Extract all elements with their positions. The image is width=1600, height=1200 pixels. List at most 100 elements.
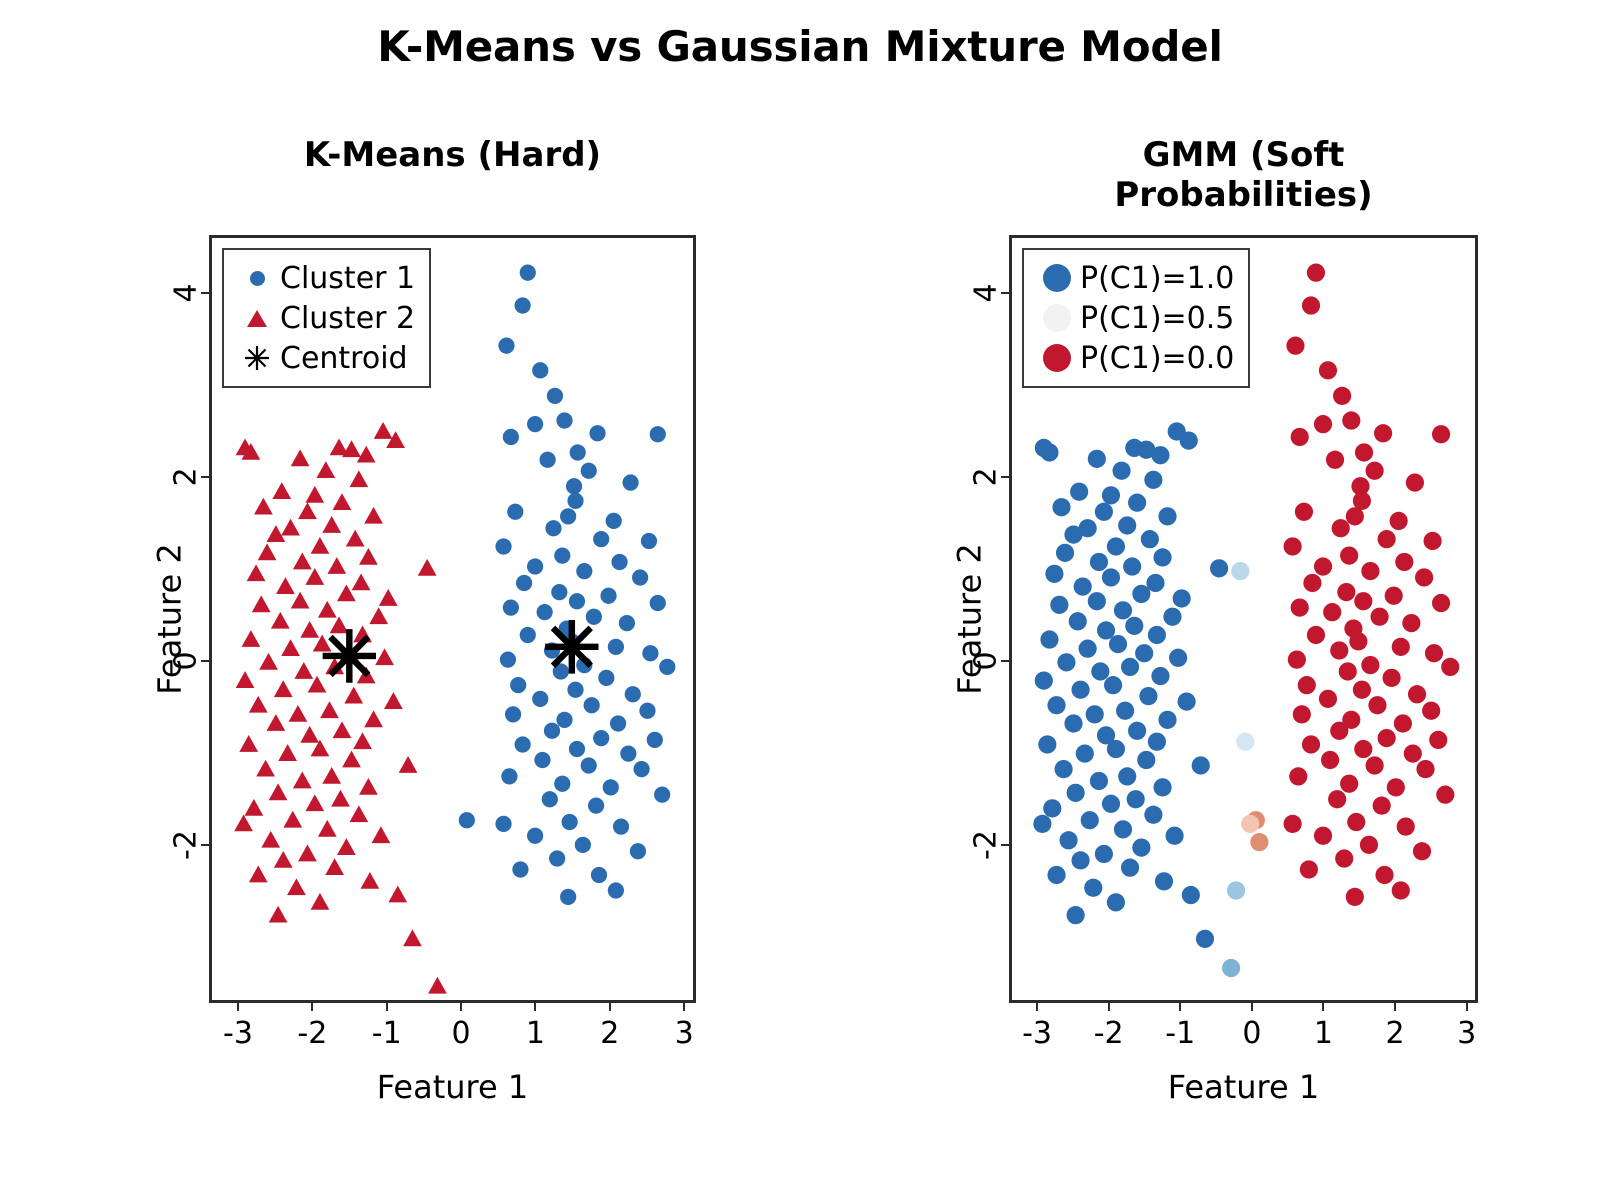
data-point-triangle (364, 506, 383, 524)
data-point-triangle (322, 766, 342, 784)
data-point-triangle (278, 744, 298, 761)
data-point-circle (1113, 601, 1133, 620)
data-point-circle (507, 503, 524, 520)
asterisk-icon (234, 343, 280, 373)
data-point-circle (1436, 785, 1455, 804)
legend-item-cluster-2[interactable]: Cluster 2 (234, 298, 415, 338)
data-point-circle (1172, 589, 1191, 608)
data-point-circle (1059, 831, 1078, 850)
data-point-circle (1382, 668, 1401, 687)
data-point-circle (1132, 584, 1151, 604)
data-point-circle (1139, 686, 1158, 706)
data-point-circle (1416, 759, 1435, 779)
data-point-triangle (256, 759, 275, 777)
legend-item-p1[interactable]: P(C1)=1.0 (1034, 258, 1234, 298)
data-point-triangle (398, 756, 418, 773)
data-point-circle (1106, 537, 1125, 556)
data-point-triangle (332, 493, 352, 510)
data-point-circle (1038, 735, 1057, 754)
kmeans-legend[interactable]: Cluster 1 Cluster 2 C (222, 248, 432, 388)
data-point-triangle (359, 547, 378, 565)
data-point-circle (1080, 811, 1099, 830)
data-point-circle (1147, 732, 1166, 751)
data-point-circle (1393, 714, 1412, 733)
data-point-circle (1361, 655, 1380, 675)
legend-item-cluster-1[interactable]: Cluster 1 (234, 258, 415, 298)
data-point-circle (546, 387, 564, 405)
data-point-triangle (403, 929, 422, 947)
data-point-circle (1137, 440, 1156, 459)
data-point-circle (568, 740, 586, 758)
data-point-circle (1294, 502, 1314, 521)
y-tick-mark (1001, 292, 1012, 295)
data-point-circle (1330, 721, 1349, 740)
legend-label-p1: P(C1)=1.0 (1080, 260, 1235, 296)
data-point-circle (1290, 427, 1309, 447)
data-point-circle (514, 736, 531, 753)
data-point-triangle (305, 485, 325, 503)
data-point-circle (1422, 701, 1441, 720)
data-point-triangle (360, 871, 380, 889)
data-point-circle (1359, 835, 1379, 854)
gmm-legend[interactable]: P(C1)=1.0 P(C1)=0.5 P(C1)=0.0 (1022, 248, 1251, 388)
data-point-circle (1374, 424, 1393, 443)
data-point-circle (1112, 461, 1131, 480)
legend-item-p0[interactable]: P(C1)=0.0 (1034, 338, 1234, 378)
data-point-triangle (329, 616, 349, 634)
data-point-circle (1101, 794, 1121, 813)
data-point-triangle (273, 680, 293, 698)
data-point-circle (620, 745, 637, 762)
data-point-triangle (378, 589, 398, 606)
data-point-triangle (270, 611, 290, 629)
asterisk-glyph (245, 346, 269, 370)
data-point-circle (527, 558, 544, 575)
gmm-transitional-points (1222, 561, 1269, 978)
data-point-triangle (345, 529, 365, 547)
data-point-circle (527, 827, 544, 844)
data-point-circle (1179, 431, 1198, 450)
x-tick-label: 0 (451, 1016, 471, 1051)
data-point-circle (1085, 705, 1104, 724)
data-point-circle (543, 722, 561, 739)
data-point-circle (593, 531, 610, 548)
data-point-circle (1096, 621, 1116, 640)
legend-item-centroid[interactable]: Centroid (234, 338, 415, 378)
data-point-circle (1140, 530, 1159, 549)
data-point-circle (1047, 696, 1066, 715)
data-point-circle (1071, 851, 1090, 870)
data-point-circle (1064, 525, 1083, 544)
data-point-circle (1151, 666, 1170, 686)
data-point-circle (519, 264, 536, 281)
data-point-circle (1391, 881, 1410, 900)
data-point-triangle (317, 819, 337, 837)
data-point-circle (1337, 582, 1356, 602)
data-point-circle (1210, 559, 1229, 578)
series-cluster-2 (234, 422, 447, 994)
data-point-circle (1301, 735, 1321, 754)
y-tick-label: 2 (168, 467, 204, 487)
data-point-circle (1368, 696, 1387, 715)
data-point-circle (1352, 491, 1371, 510)
data-point-circle (510, 677, 527, 694)
data-point-circle-transitional (1236, 732, 1255, 751)
legend-label-p05: P(C1)=0.5 (1080, 300, 1235, 336)
data-point-circle (1345, 507, 1364, 526)
data-point-circle (1158, 507, 1177, 526)
data-point-circle (639, 702, 656, 719)
data-point-triangle (320, 701, 339, 719)
data-point-circle (1333, 386, 1352, 406)
y-tick-mark (201, 476, 212, 479)
data-point-circle (642, 645, 659, 662)
asterisk-icon (545, 620, 599, 674)
data-point-circle (516, 574, 533, 592)
y-tick-mark (201, 660, 212, 663)
data-point-circle (1128, 493, 1147, 512)
data-point-circle (1118, 767, 1137, 786)
legend-item-p05[interactable]: P(C1)=0.5 (1034, 298, 1234, 338)
data-point-circle (1290, 598, 1309, 617)
data-point-triangle (241, 443, 261, 460)
data-point-circle (585, 608, 602, 625)
legend-label-cluster-1: Cluster 1 (280, 260, 416, 296)
data-point-circle (1377, 530, 1396, 549)
